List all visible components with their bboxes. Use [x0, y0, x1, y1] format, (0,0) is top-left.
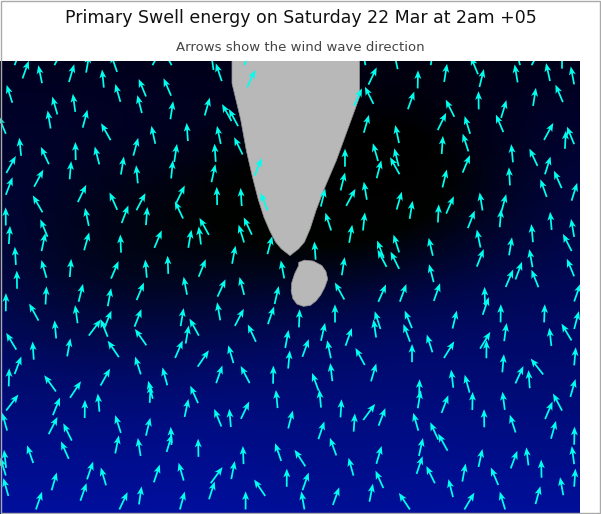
- Polygon shape: [232, 51, 359, 255]
- Text: Arrows show the wind wave direction: Arrows show the wind wave direction: [176, 41, 425, 54]
- Text: Primary Swell energy on Saturday 22 Mar at 2am +05: Primary Swell energy on Saturday 22 Mar …: [65, 9, 536, 27]
- Polygon shape: [291, 260, 328, 306]
